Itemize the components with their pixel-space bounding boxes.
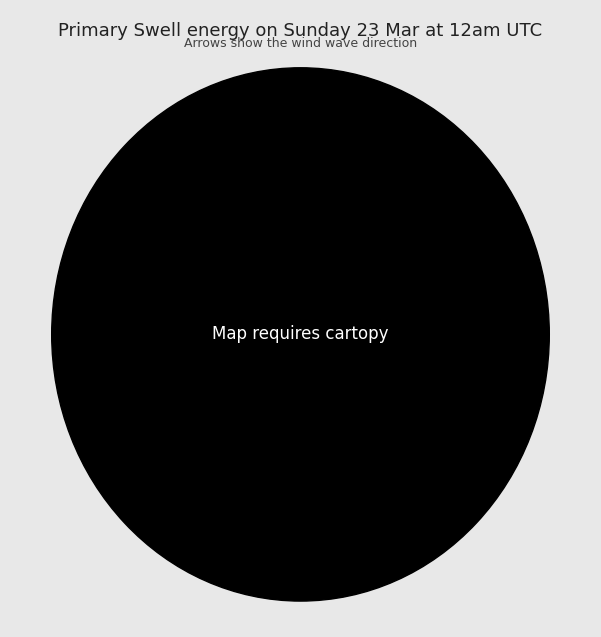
- Circle shape: [52, 68, 549, 601]
- Text: Arrows show the wind wave direction: Arrows show the wind wave direction: [184, 37, 417, 50]
- Text: Primary Swell energy on Sunday 23 Mar at 12am UTC: Primary Swell energy on Sunday 23 Mar at…: [58, 22, 543, 40]
- Text: Map requires cartopy: Map requires cartopy: [212, 326, 389, 343]
